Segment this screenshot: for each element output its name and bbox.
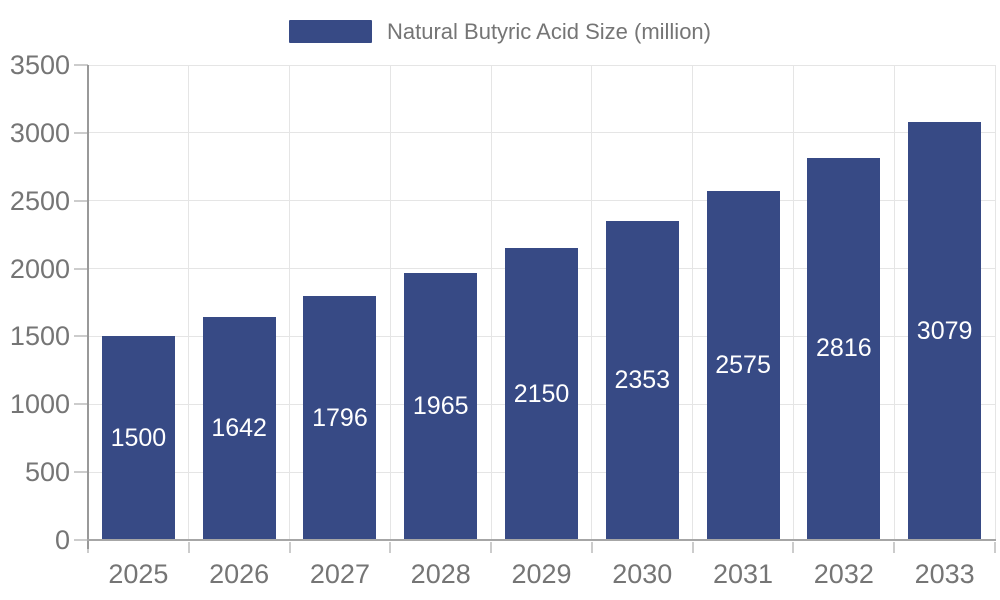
y-tick	[74, 199, 88, 202]
y-tick	[74, 403, 88, 406]
bar-value-label: 2575	[715, 350, 771, 379]
x-tick-label: 2032	[813, 559, 874, 589]
x-tick	[994, 542, 996, 553]
x-tick	[691, 542, 694, 553]
x-tick	[288, 542, 291, 553]
v-gridline	[591, 65, 593, 540]
x-tick	[187, 542, 190, 553]
bar-value-label: 1965	[412, 392, 469, 421]
v-gridline	[994, 65, 996, 540]
y-tick	[74, 335, 88, 338]
x-axis-labels: 2025 2026 2027 2028 2029 2030 2031 2032 2033	[88, 558, 995, 590]
v-gridline	[188, 65, 190, 540]
x-tick-label: 2027	[309, 559, 370, 589]
x-tick-label: 2030	[612, 559, 673, 589]
legend: Natural Butyric Acid Size (million)	[289, 19, 711, 44]
v-gridline	[389, 65, 391, 540]
h-gridline	[88, 64, 995, 66]
x-tick-label: 2025	[108, 559, 169, 589]
v-gridline	[692, 65, 694, 540]
v-gridline	[289, 65, 291, 540]
legend-swatch-icon	[289, 20, 373, 43]
y-tick-label: 3500	[9, 50, 70, 80]
y-tick	[74, 131, 88, 134]
y-tick	[74, 471, 88, 474]
x-axis-line	[87, 539, 996, 541]
bar-value-label: 2150	[513, 379, 570, 408]
bar[interactable]: 1642	[202, 317, 276, 540]
h-gridline	[88, 200, 995, 202]
bar[interactable]: 2353	[605, 220, 679, 540]
bar[interactable]: 1965	[404, 273, 478, 540]
bar-value-label: 2816	[816, 334, 872, 363]
y-tick	[74, 267, 88, 270]
y-tick-label: 2500	[9, 185, 70, 216]
x-tick	[590, 542, 593, 553]
bar-value-label: 1796	[312, 403, 368, 432]
plot-area: 1500 1642 1796 1965 2150 2353 2575 2816 3079	[74, 64, 996, 553]
bar[interactable]: 2816	[807, 157, 881, 540]
y-tick-label: 500	[24, 457, 70, 488]
y-axis-labels: 0 500 1000 1500 2000 2500 3000 3500	[0, 51, 70, 554]
y-tick-label: 2000	[9, 253, 70, 284]
bar[interactable]: 2575	[706, 190, 780, 540]
legend-label: Natural Butyric Acid Size (million)	[387, 19, 711, 44]
v-gridline	[792, 65, 794, 540]
x-tick	[389, 542, 392, 553]
y-axis-line	[87, 65, 89, 549]
x-tick	[792, 542, 795, 553]
h-gridline	[88, 132, 995, 134]
bar-value-label: 1642	[211, 414, 267, 443]
v-gridline	[490, 65, 492, 540]
legend-item[interactable]: Natural Butyric Acid Size (million)	[289, 19, 711, 44]
bar[interactable]: 3079	[908, 122, 982, 540]
y-tick-label: 1000	[9, 389, 70, 420]
y-tick-label: 1500	[9, 321, 70, 352]
x-tick-label: 2033	[914, 559, 975, 589]
bar[interactable]: 1796	[303, 296, 377, 540]
x-tick	[893, 542, 896, 553]
y-tick	[74, 539, 88, 541]
x-tick-label: 2028	[410, 559, 471, 589]
x-tick-label: 2026	[209, 559, 270, 589]
bar-value-label: 3079	[916, 316, 973, 345]
y-tick-label: 0	[54, 525, 70, 555]
y-tick	[74, 64, 88, 66]
x-tick	[490, 542, 493, 553]
bar-value-label: 1500	[110, 423, 167, 452]
bar-value-label: 2353	[614, 365, 671, 394]
x-tick-label: 2029	[511, 559, 572, 589]
x-tick-label: 2031	[713, 559, 774, 589]
bar[interactable]: 2150	[505, 248, 578, 540]
y-tick-label: 3000	[9, 117, 70, 148]
bar[interactable]: 1500	[101, 336, 175, 540]
v-gridline	[893, 65, 895, 540]
